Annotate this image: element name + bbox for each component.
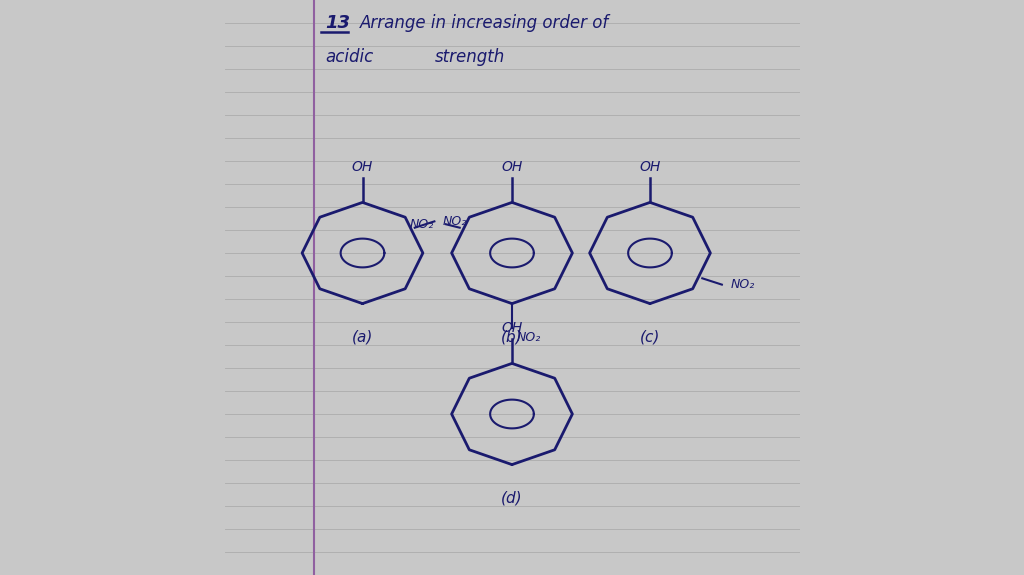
Text: NO₂: NO₂ (411, 218, 434, 231)
Text: NO₂: NO₂ (516, 331, 541, 344)
Text: Arrange in increasing order of: Arrange in increasing order of (359, 14, 609, 32)
Text: strength: strength (434, 48, 505, 67)
Text: OH: OH (502, 160, 522, 174)
Text: OH: OH (352, 160, 373, 174)
Text: OH: OH (639, 160, 660, 174)
Text: (c): (c) (640, 329, 660, 344)
Text: NO₂: NO₂ (730, 278, 755, 291)
Text: (d): (d) (501, 490, 523, 505)
Text: acidic: acidic (326, 48, 374, 67)
Text: (a): (a) (352, 329, 373, 344)
Text: OH: OH (502, 321, 522, 335)
Text: NO₂: NO₂ (443, 215, 467, 228)
Text: 13: 13 (326, 14, 350, 32)
Text: (b): (b) (501, 329, 523, 344)
